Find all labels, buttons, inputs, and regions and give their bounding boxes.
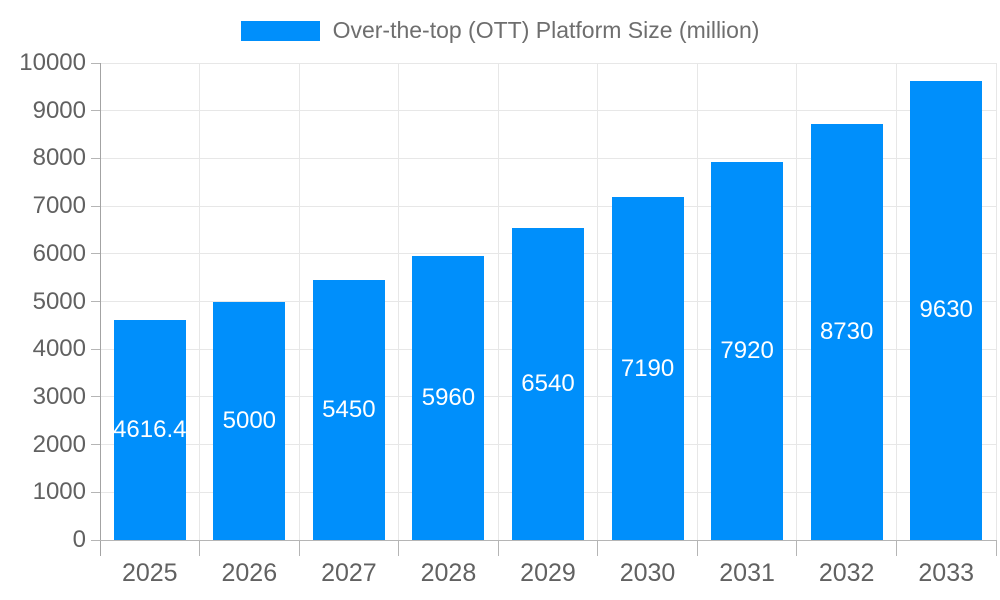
bar[interactable]: 9630	[910, 80, 983, 540]
y-axis-label: 4000	[32, 335, 86, 363]
x-axis-tick	[895, 540, 897, 556]
x-axis-tick	[696, 540, 698, 556]
gridline-horizontal	[100, 62, 996, 64]
y-axis-label: 2000	[32, 430, 86, 458]
gridline-horizontal	[100, 110, 996, 112]
bar[interactable]: 8730	[810, 123, 883, 540]
y-axis-tick	[91, 110, 100, 112]
x-axis-label: 2028	[420, 559, 477, 587]
legend-item-ott[interactable]: Over-the-top (OTT) Platform Size (millio…	[240, 17, 760, 44]
bar[interactable]: 7920	[711, 162, 784, 540]
y-axis-label: 6000	[32, 239, 86, 267]
gridline-vertical	[199, 63, 201, 540]
gridline-vertical	[497, 63, 499, 540]
y-axis-tick	[91, 205, 100, 207]
x-axis-tick	[796, 540, 798, 556]
x-axis-tick	[199, 540, 201, 556]
gridline-vertical	[995, 63, 997, 540]
x-axis-tick	[298, 540, 300, 556]
x-axis-label: 2026	[221, 559, 278, 587]
bar[interactable]: 5960	[412, 255, 485, 540]
bar[interactable]: 5000	[213, 301, 286, 540]
gridline-vertical	[696, 63, 698, 540]
gridline-horizontal	[100, 205, 996, 207]
x-axis-label: 2027	[321, 559, 377, 587]
x-axis-label: 2032	[818, 559, 875, 587]
bar[interactable]: 4616.4	[113, 319, 187, 540]
bar[interactable]: 6540	[512, 228, 584, 540]
gridline-vertical	[298, 63, 300, 540]
bar-value-label: 9630	[919, 296, 973, 324]
gridline-vertical	[895, 63, 897, 540]
y-axis-label: 10000	[19, 49, 86, 76]
x-axis-tick	[995, 540, 997, 556]
y-axis-label: 0	[72, 526, 86, 553]
y-axis-tick	[91, 491, 100, 493]
y-axis-label: 5000	[32, 287, 86, 315]
y-axis-tick	[91, 396, 100, 398]
y-axis-tick	[91, 348, 100, 350]
gridline-horizontal	[100, 157, 996, 159]
bar[interactable]: 5450	[312, 280, 385, 540]
bar-value-label: 7920	[720, 337, 774, 365]
y-axis-label: 1000	[32, 478, 86, 506]
chart-legend: Over-the-top (OTT) Platform Size (millio…	[0, 17, 1000, 44]
y-axis-label: 3000	[32, 382, 86, 410]
y-axis-tick	[91, 253, 100, 255]
y-axis-tick	[91, 539, 100, 541]
y-axis-label: 8000	[32, 144, 86, 172]
bar-value-label: 5450	[322, 396, 376, 423]
y-axis-label: 7000	[32, 192, 86, 220]
legend-swatch	[240, 20, 320, 41]
y-axis-line	[99, 63, 101, 556]
gridline-vertical	[597, 63, 599, 540]
bar-value-label: 5000	[222, 406, 277, 434]
y-axis-label: 9000	[32, 96, 86, 124]
gridline-vertical	[796, 63, 798, 540]
x-axis-label: 2025	[121, 559, 178, 587]
bar-value-label: 7190	[620, 354, 675, 382]
y-axis-tick	[91, 157, 100, 159]
y-axis-tick	[91, 62, 100, 64]
x-axis-tick	[398, 540, 400, 556]
legend-label: Over-the-top (OTT) Platform Size (millio…	[332, 17, 760, 43]
x-axis-label: 2030	[619, 559, 676, 587]
bar-value-label: 6540	[521, 370, 575, 397]
bar-value-label: 4616.4	[113, 415, 187, 443]
x-axis-label: 2033	[918, 559, 975, 587]
plot-area: 0 1000 2000 3000 4000 5000 6000 7000 8000 9000 100…	[19, 49, 997, 587]
x-axis-label: 2031	[719, 559, 775, 587]
bar-value-label: 5960	[421, 383, 476, 411]
x-axis-baseline	[100, 539, 996, 541]
bar[interactable]: 7190	[611, 197, 684, 540]
x-axis-tick	[597, 540, 599, 556]
x-axis-label: 2029	[520, 559, 576, 587]
y-axis-tick	[91, 301, 100, 302]
gridline-vertical	[398, 63, 400, 540]
bar-value-label: 8730	[819, 317, 874, 345]
x-axis-tick	[497, 540, 499, 556]
y-axis-tick	[91, 444, 100, 446]
